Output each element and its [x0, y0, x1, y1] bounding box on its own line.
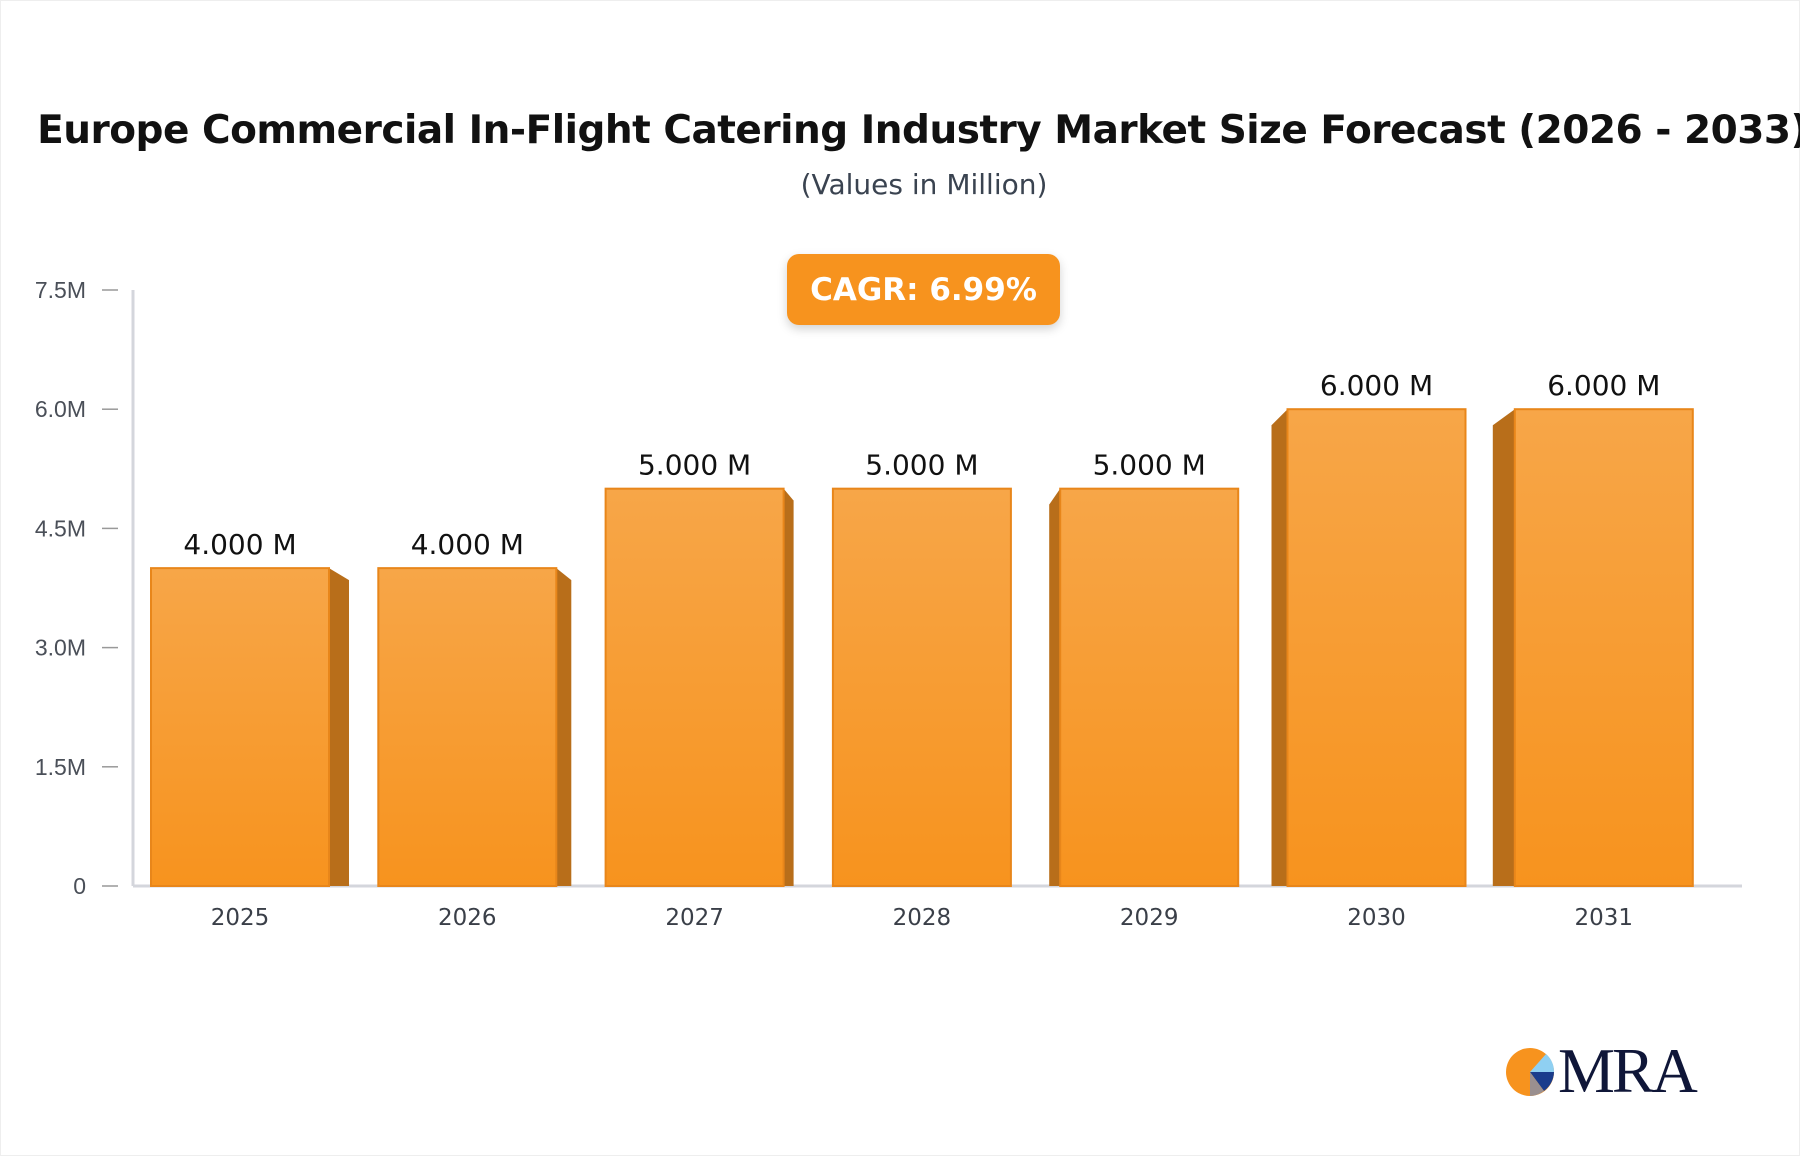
x-tick-label: 2028 [893, 905, 952, 931]
x-tick-label: 2026 [438, 905, 497, 931]
x-tick-label: 2030 [1347, 905, 1406, 931]
x-tick-label: 2025 [211, 905, 270, 931]
bar-2026 [377, 567, 558, 888]
cagr-badge: CAGR: 6.99% [787, 254, 1060, 325]
mra-logo: MRA [1504, 1035, 1704, 1106]
y-tick-label: 0 [73, 873, 86, 899]
data-label: 4.000 M [411, 528, 524, 561]
bar-side [556, 568, 572, 886]
y-tick-label: 7.5M [35, 277, 86, 303]
bar-2028 [831, 487, 1012, 887]
bar-2029 [1059, 487, 1240, 887]
bar-2031 [1513, 408, 1694, 887]
bar-side [1271, 409, 1288, 886]
data-label: 5.000 M [1093, 449, 1206, 482]
bar-side [1492, 409, 1515, 886]
chart-subtitle: (Values in Million) [800, 168, 1048, 201]
logo-text: MRA [1558, 1035, 1698, 1106]
y-tick-label: 4.5M [35, 515, 86, 541]
data-label: 6.000 M [1320, 369, 1433, 402]
bar-2025 [150, 567, 330, 888]
pie-logo-icon [1506, 1048, 1555, 1096]
x-tick-label: 2031 [1575, 905, 1634, 931]
y-tick-label: 1.5M [35, 754, 86, 780]
data-label: 5.000 M [638, 449, 751, 482]
bar-side [783, 488, 794, 886]
x-tick-label: 2029 [1120, 905, 1179, 931]
data-label: 6.000 M [1547, 369, 1660, 402]
data-label: 4.000 M [183, 528, 296, 561]
bar-2030 [1286, 408, 1467, 887]
bar-2027 [604, 487, 785, 887]
chart-title: Europe Commercial In-Flight Catering Ind… [37, 108, 1800, 153]
bar-side [329, 568, 349, 886]
y-tick-label: 6.0M [35, 396, 86, 422]
data-label: 5.000 M [865, 449, 978, 482]
y-tick-label: 3.0M [35, 635, 86, 661]
bar-side [1049, 488, 1061, 886]
x-tick-label: 2027 [665, 905, 724, 931]
